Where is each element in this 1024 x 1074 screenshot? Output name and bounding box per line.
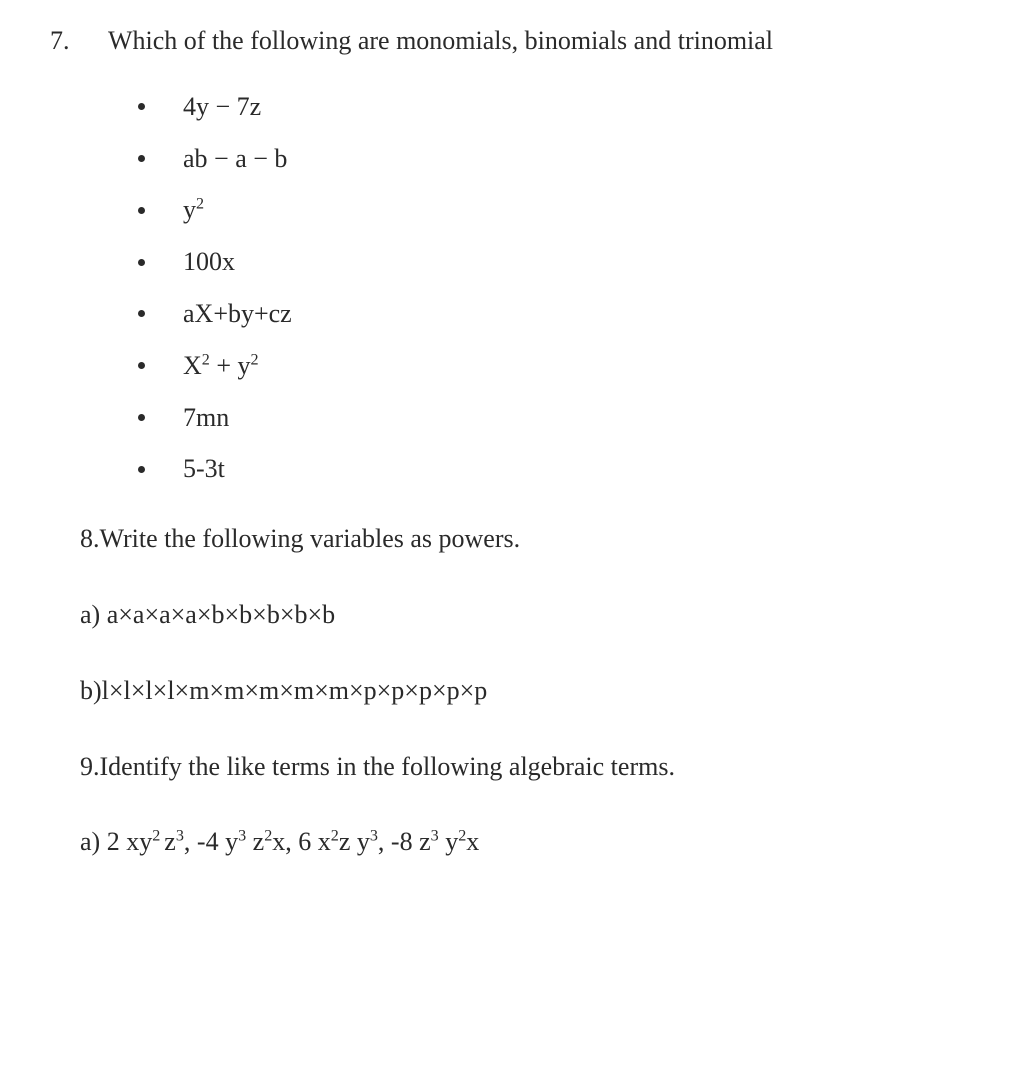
- question-7-number: 7.: [50, 24, 108, 58]
- question-8-part-b: b)l×l×l×l×m×m×m×m×m×p×p×p×p×p: [80, 674, 998, 708]
- bullet-text: 7mn: [183, 401, 229, 435]
- bullet-icon: [138, 103, 145, 110]
- question-7: 7. Which of the following are monomials,…: [50, 24, 998, 58]
- page: 7. Which of the following are monomials,…: [0, 0, 1024, 859]
- bullet-text: aX+by+cz: [183, 297, 292, 331]
- bullet-item: 4y − 7z: [138, 90, 998, 124]
- question-8-heading: 8.Write the following variables as power…: [80, 522, 998, 556]
- question-7-bullets: 4y − 7z ab − a − b y2 100x aX+by+cz X2 +…: [138, 90, 998, 486]
- bullet-icon: [138, 259, 145, 266]
- question-8-part-a: a) a×a×a×a×b×b×b×b×b: [80, 598, 998, 632]
- bullet-text: 100x: [183, 245, 235, 279]
- bullet-text: 4y − 7z: [183, 90, 261, 124]
- bullet-icon: [138, 310, 145, 317]
- bullet-icon: [138, 414, 145, 421]
- bullet-item: aX+by+cz: [138, 297, 998, 331]
- bullet-item: 100x: [138, 245, 998, 279]
- bullet-item: y2: [138, 193, 998, 227]
- bullet-icon: [138, 155, 145, 162]
- bullet-text: 5-3t: [183, 452, 225, 486]
- bullet-item: X2 + y2: [138, 349, 998, 383]
- bullet-item: 7mn: [138, 401, 998, 435]
- question-9-heading: 9.Identify the like terms in the followi…: [80, 750, 998, 784]
- question-7-text: Which of the following are monomials, bi…: [108, 24, 998, 58]
- bullet-item: ab − a − b: [138, 142, 998, 176]
- bullet-text: ab − a − b: [183, 142, 287, 176]
- bullet-icon: [138, 207, 145, 214]
- bullet-icon: [138, 466, 145, 473]
- bullet-text: X2 + y2: [183, 349, 259, 383]
- bullet-text: y2: [183, 193, 204, 227]
- bullet-icon: [138, 362, 145, 369]
- question-9-part-a: a) 2 xy2 z3, -4 y3 z2x, 6 x2z y3, -8 z3 …: [80, 825, 998, 859]
- bullet-item: 5-3t: [138, 452, 998, 486]
